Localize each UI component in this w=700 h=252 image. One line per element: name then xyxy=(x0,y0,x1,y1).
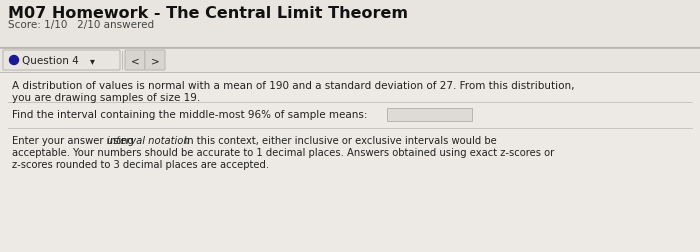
FancyBboxPatch shape xyxy=(387,109,472,121)
Text: >: > xyxy=(150,56,160,66)
Bar xyxy=(0,0,700,48)
FancyBboxPatch shape xyxy=(3,51,120,71)
FancyBboxPatch shape xyxy=(145,51,165,71)
Text: M07 Homework - The Central Limit Theorem: M07 Homework - The Central Limit Theorem xyxy=(8,6,408,21)
FancyBboxPatch shape xyxy=(125,51,145,71)
Text: Enter your answer using: Enter your answer using xyxy=(12,136,137,145)
Bar xyxy=(0,48,700,73)
Circle shape xyxy=(10,56,18,65)
Text: . In this context, either inclusive or exclusive intervals would be: . In this context, either inclusive or e… xyxy=(178,136,497,145)
Bar xyxy=(0,73,700,252)
Text: A distribution of values is normal with a mean of 190 and a standard deviation o: A distribution of values is normal with … xyxy=(12,81,575,91)
Text: Question 4: Question 4 xyxy=(22,56,78,66)
Text: acceptable. Your numbers should be accurate to 1 decimal places. Answers obtaine: acceptable. Your numbers should be accur… xyxy=(12,147,554,158)
Text: z-scores rounded to 3 decimal places are accepted.: z-scores rounded to 3 decimal places are… xyxy=(12,159,269,169)
Text: Find the interval containing the middle-most 96% of sample means:: Find the interval containing the middle-… xyxy=(12,110,368,119)
Text: <: < xyxy=(131,56,139,66)
Text: Score: 1/10   2/10 answered: Score: 1/10 2/10 answered xyxy=(8,20,154,30)
Text: you are drawing samples of size 19.: you are drawing samples of size 19. xyxy=(12,93,200,103)
Text: interval notation: interval notation xyxy=(107,136,190,145)
Text: ▾: ▾ xyxy=(90,56,95,66)
